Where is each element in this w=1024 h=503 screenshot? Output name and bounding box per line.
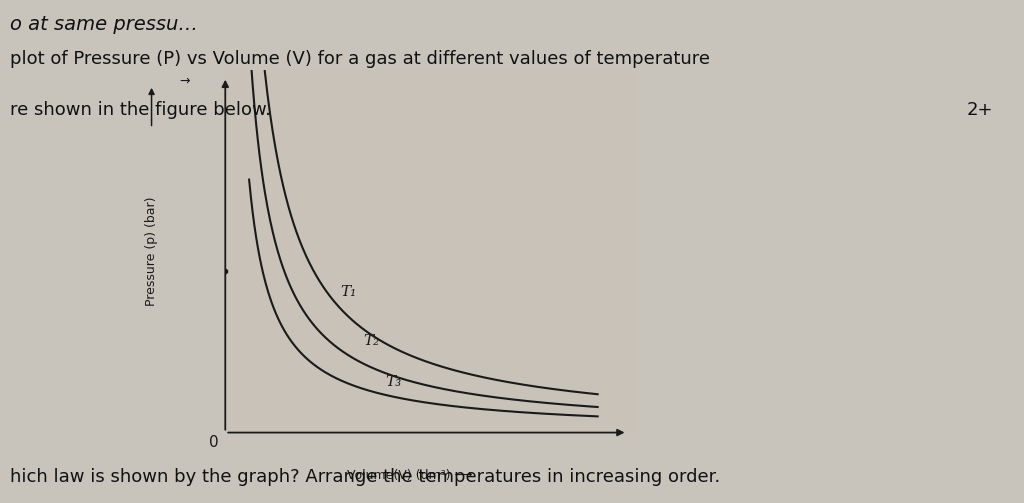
Text: Pressure (p) (bar): Pressure (p) (bar) — [145, 197, 158, 306]
Text: o at same pressu…: o at same pressu… — [10, 15, 198, 34]
Text: plot of Pressure (P) vs Volume (V) for a gas at different values of temperature: plot of Pressure (P) vs Volume (V) for a… — [10, 50, 711, 68]
Text: →: → — [179, 75, 189, 88]
Text: T₂: T₂ — [364, 334, 379, 348]
Text: hich law is shown by the graph? Arrange the temperatures in increasing order.: hich law is shown by the graph? Arrange … — [10, 468, 721, 486]
Text: 2+: 2+ — [967, 101, 993, 119]
Text: re shown in the figure below.: re shown in the figure below. — [10, 101, 271, 119]
Text: 0: 0 — [209, 436, 218, 451]
Text: Volume(V) (dm³) ⟶: Volume(V) (dm³) ⟶ — [347, 469, 472, 482]
Text: T₃: T₃ — [385, 375, 401, 389]
Text: T₁: T₁ — [341, 285, 357, 299]
